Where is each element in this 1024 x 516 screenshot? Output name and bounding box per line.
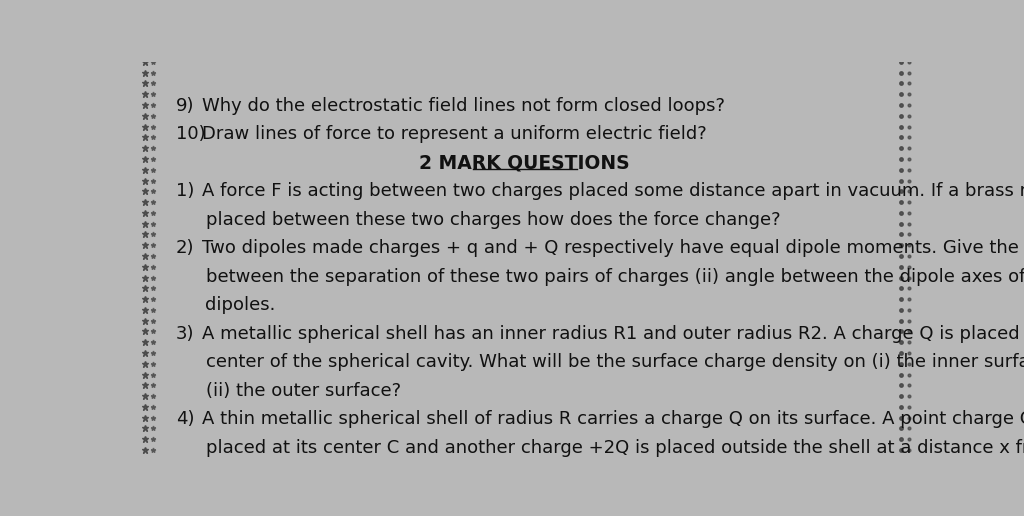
Text: Two dipoles made charges + q and + Q respectively have equal dipole moments. Giv: Two dipoles made charges + q and + Q res… <box>202 239 1024 257</box>
Text: placed between these two charges how does the force change?: placed between these two charges how doe… <box>206 211 780 229</box>
Text: placed at its center C and another charge +2Q is placed outside the shell at a d: placed at its center C and another charg… <box>206 439 1024 457</box>
Text: Why do the electrostatic field lines not form closed loops?: Why do the electrostatic field lines not… <box>202 97 725 115</box>
Text: between the separation of these two pairs of charges (ii) angle between the dipo: between the separation of these two pair… <box>206 268 1024 286</box>
Text: center of the spherical cavity. What will be the surface charge density on (i) t: center of the spherical cavity. What wil… <box>206 353 1024 371</box>
Text: Draw lines of force to represent a uniform electric field?: Draw lines of force to represent a unifo… <box>202 125 707 143</box>
Text: A force F is acting between two charges placed some distance apart in vacuum. If: A force F is acting between two charges … <box>202 182 1024 200</box>
Text: 2 MARK QUESTIONS: 2 MARK QUESTIONS <box>420 153 630 172</box>
Text: 10): 10) <box>176 125 206 143</box>
Text: A metallic spherical shell has an inner radius R1 and outer radius R2. A charge : A metallic spherical shell has an inner … <box>202 325 1024 343</box>
Text: dipoles.: dipoles. <box>206 296 275 314</box>
Text: 1): 1) <box>176 182 195 200</box>
Text: 3): 3) <box>176 325 195 343</box>
Text: A thin metallic spherical shell of radius R carries a charge Q on its surface. A: A thin metallic spherical shell of radiu… <box>202 410 1024 428</box>
Text: 2): 2) <box>176 239 195 257</box>
Text: 9): 9) <box>176 97 195 115</box>
Text: (ii) the outer surface?: (ii) the outer surface? <box>206 382 400 400</box>
Text: 4): 4) <box>176 410 195 428</box>
